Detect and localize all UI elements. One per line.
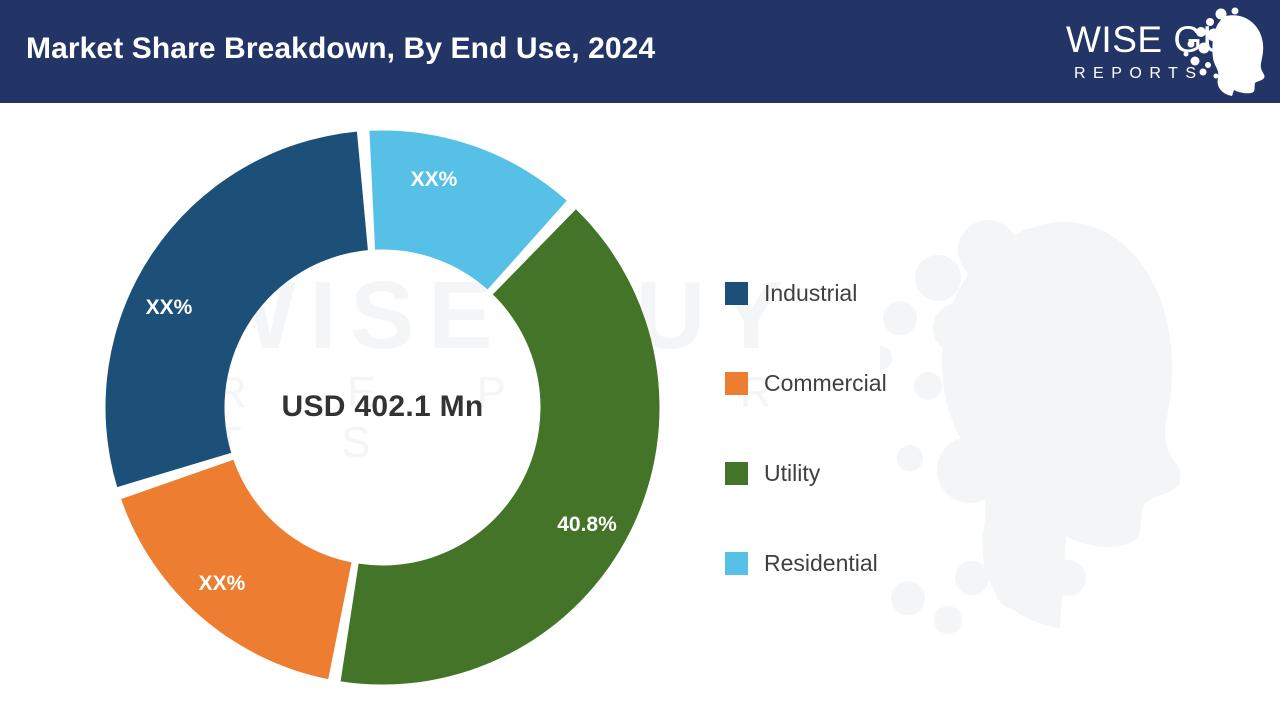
legend-swatch-icon <box>725 371 748 395</box>
logo-head-icon <box>1183 7 1265 96</box>
legend-item-residential[interactable]: Residential <box>725 518 1045 608</box>
logo-wordmark-secondary: REPORTS <box>1074 65 1204 82</box>
legend-item-industrial[interactable]: Industrial <box>725 248 1045 338</box>
watermark-wordmark-primary: WISE GUY <box>205 262 798 369</box>
legend-item-label: Residential <box>764 549 878 576</box>
slice-label-industrial: XX% <box>145 296 193 319</box>
slice-label-commercial: XX% <box>198 572 246 595</box>
donut-slice-residential[interactable] <box>369 130 567 290</box>
slice-label-utility: 40.8% <box>557 513 617 536</box>
chart-area: WISE GUY R E P O R T S <box>0 103 1280 720</box>
donut-chart-svg <box>105 130 660 685</box>
donut-slice-commercial[interactable] <box>121 459 352 680</box>
header-bar: Market Share Breakdown, By End Use, 2024… <box>0 0 1280 103</box>
legend-item-utility[interactable]: Utility <box>725 428 1045 518</box>
legend-item-label: Commercial <box>764 369 887 396</box>
legend-swatch-icon <box>725 281 748 305</box>
donut-center-label: USD 402.1 Mn <box>281 390 484 423</box>
legend-item-commercial[interactable]: Commercial <box>725 338 1045 428</box>
legend-swatch-icon <box>725 461 748 485</box>
watermark-wordmark-secondary: R E P O R T S <box>215 368 816 467</box>
donut-slice-industrial[interactable] <box>105 131 368 488</box>
page-title: Market Share Breakdown, By End Use, 2024 <box>26 32 656 65</box>
chart-legend: Industrial Commercial Utility Residentia… <box>725 248 1045 608</box>
wise-guy-reports-logo: WISE GUY REPORTS <box>1066 7 1265 96</box>
slice-label-residential: XX% <box>410 168 458 191</box>
watermark-head-icon <box>880 220 1180 634</box>
donut-slice-utility[interactable] <box>340 209 660 685</box>
legend-item-label: Utility <box>764 459 821 486</box>
donut-chart: USD 402.1 Mn XX% 40.8% XX% XX% <box>100 125 665 690</box>
legend-swatch-icon <box>725 551 748 575</box>
legend-item-label: Industrial <box>764 279 858 306</box>
